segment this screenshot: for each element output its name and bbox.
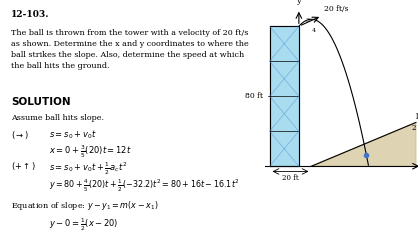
Text: The ball is thrown from the tower with a velocity of 20 ft/s
as shown. Determine: The ball is thrown from the tower with a… [11, 29, 249, 70]
Text: $(+\uparrow)$: $(+\uparrow)$ [11, 160, 36, 172]
Text: $s = s_0 + v_0 t$: $s = s_0 + v_0 t$ [49, 129, 97, 141]
Text: 1: 1 [414, 113, 418, 121]
Polygon shape [270, 26, 299, 166]
Text: Assume ball hits slope.: Assume ball hits slope. [11, 114, 104, 122]
Text: 4: 4 [311, 28, 316, 33]
Text: SOLUTION: SOLUTION [11, 97, 71, 107]
Text: Equation of slope: $y - y_1 = m(x - x_1)$: Equation of slope: $y - y_1 = m(x - x_1)… [11, 199, 158, 212]
Text: $x = 0 + \frac{3}{5}(20)t = 12t$: $x = 0 + \frac{3}{5}(20)t = 12t$ [49, 143, 132, 160]
Text: $s = s_0 + v_0 t + \frac{1}{2}a_c t^2$: $s = s_0 + v_0 t + \frac{1}{2}a_c t^2$ [49, 160, 127, 177]
Text: 2: 2 [412, 124, 416, 132]
Text: 20 ft: 20 ft [282, 174, 299, 182]
Text: $(\rightarrow)$: $(\rightarrow)$ [11, 129, 29, 141]
Polygon shape [311, 122, 416, 166]
Text: y: y [296, 0, 301, 5]
Text: 20 ft/s: 20 ft/s [324, 5, 349, 13]
Text: $y - 0 = \frac{1}{2}(x - 20)$: $y - 0 = \frac{1}{2}(x - 20)$ [49, 216, 118, 233]
Text: 3: 3 [305, 18, 309, 23]
Text: 80 ft: 80 ft [245, 92, 263, 100]
Text: $y = 80 + \frac{4}{5}(20)t + \frac{1}{2}(-32.2)t^2 = 80 + 16t - 16.1t^2$: $y = 80 + \frac{4}{5}(20)t + \frac{1}{2}… [49, 177, 240, 194]
Text: 12-103.: 12-103. [11, 10, 49, 19]
